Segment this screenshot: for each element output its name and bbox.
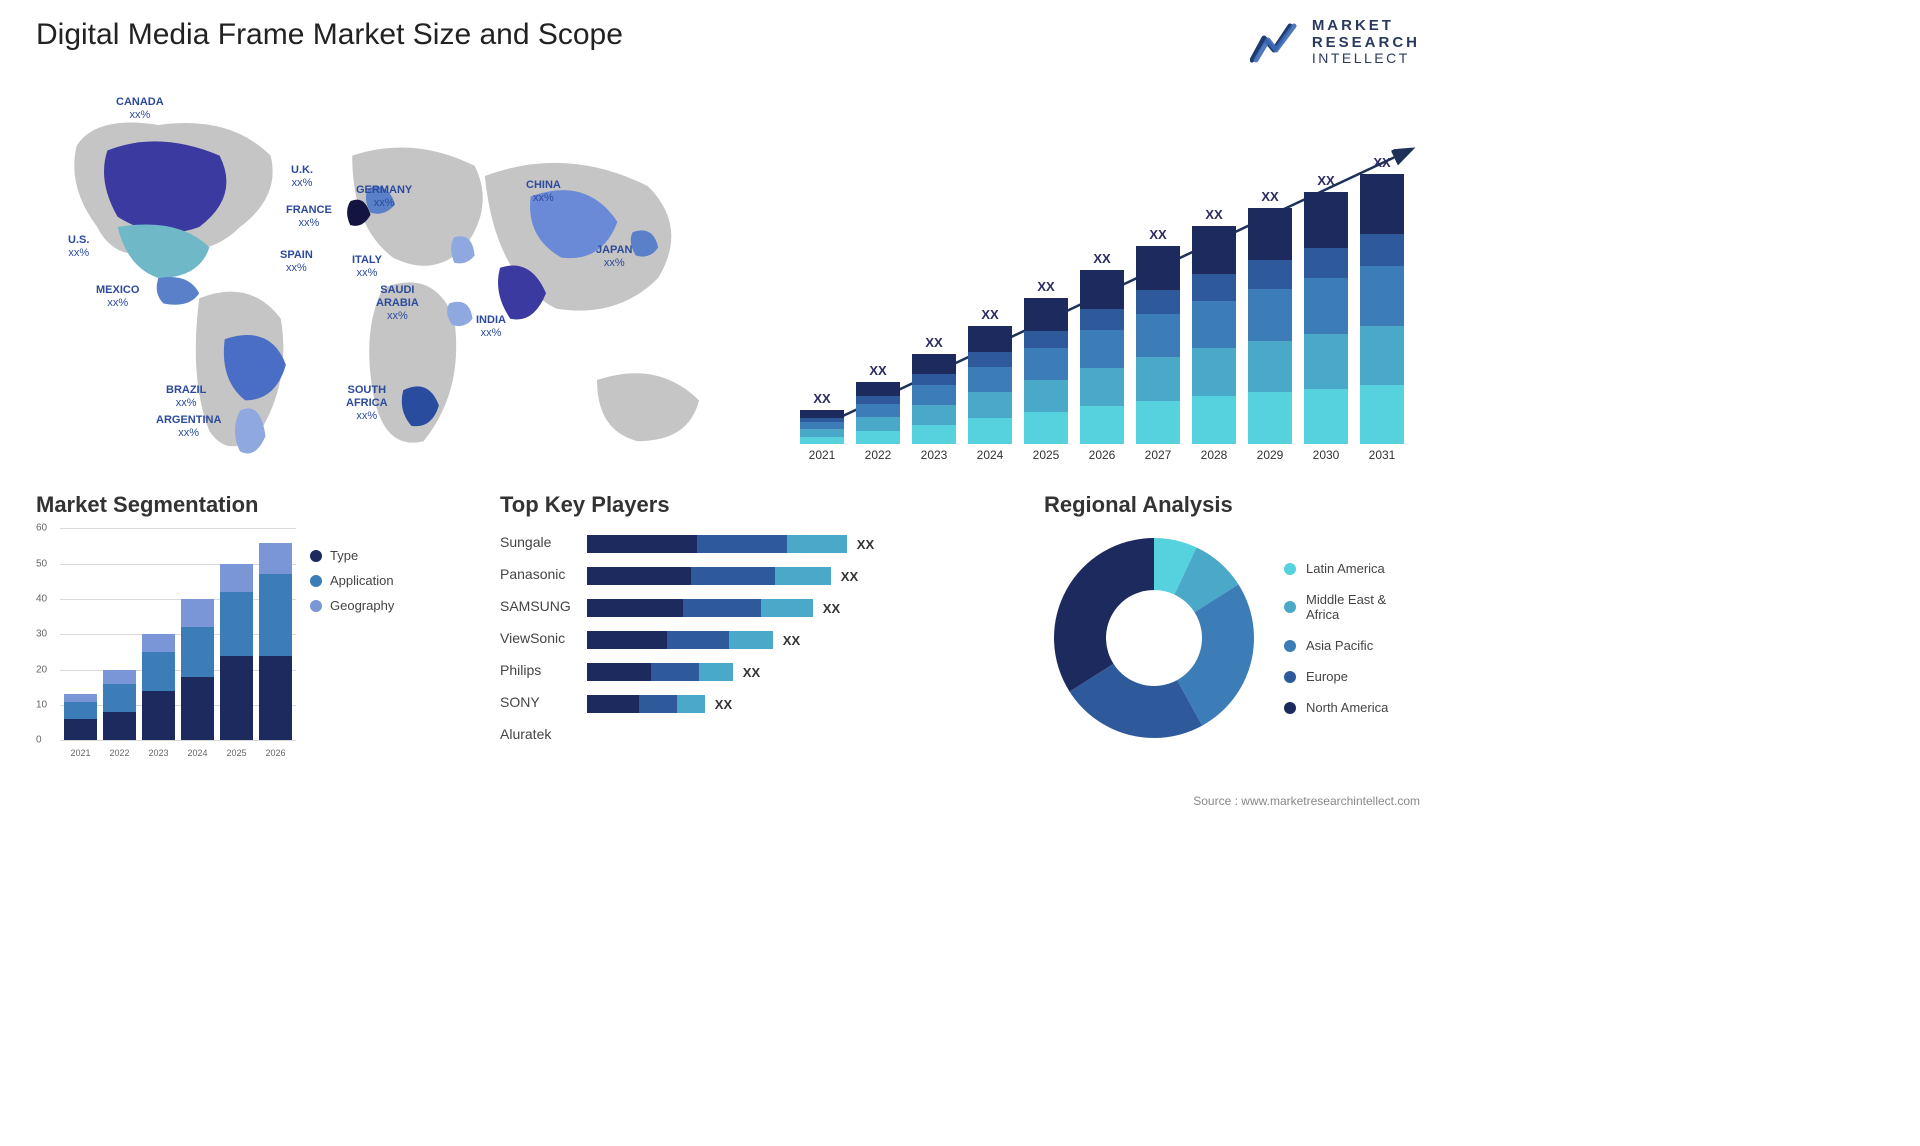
forecast-year-label: 2023 — [912, 448, 956, 462]
logo-line3: INTELLECT — [1312, 51, 1420, 66]
legend-item: Asia Pacific — [1284, 638, 1388, 653]
map-label: SOUTHAFRICAxx% — [346, 384, 388, 422]
forecast-year-label: 2026 — [1080, 448, 1124, 462]
player-name: Panasonic — [500, 566, 571, 586]
regional-panel: Regional Analysis Latin America Middle Ea… — [1044, 492, 1420, 758]
world-map-icon — [36, 74, 750, 482]
forecast-value-label: XX — [968, 307, 1012, 322]
player-name: Philips — [500, 662, 571, 682]
world-map-panel: CANADAxx% U.S.xx% MEXICOxx% BRAZILxx% ARGENT… — [36, 74, 750, 482]
segmentation-bar — [220, 564, 253, 741]
segmentation-bar — [181, 599, 214, 740]
forecast-bar — [1080, 270, 1124, 444]
map-label: U.K.xx% — [291, 164, 313, 189]
map-label: CANADAxx% — [116, 96, 164, 121]
map-label: CHINAxx% — [526, 179, 561, 204]
page-title: Digital Media Frame Market Size and Scop… — [36, 18, 623, 52]
map-label: SPAINxx% — [280, 249, 313, 274]
map-label: BRAZILxx% — [166, 384, 206, 409]
forecast-bar — [912, 354, 956, 444]
players-panel: Top Key Players Sungale Panasonic SAMSUNG V… — [500, 492, 1020, 758]
map-label: ITALYxx% — [352, 254, 382, 279]
donut-chart — [1044, 528, 1264, 748]
legend-item: Geography — [310, 598, 394, 613]
player-name: ViewSonic — [500, 630, 571, 650]
forecast-value-label: XX — [1024, 279, 1068, 294]
map-label: SAUDIARABIAxx% — [376, 284, 419, 322]
map-label: GERMANYxx% — [356, 184, 412, 209]
forecast-bar — [1248, 208, 1292, 444]
segmentation-title: Market Segmentation — [36, 492, 476, 518]
forecast-bar — [856, 382, 900, 444]
source-label: Source : www.marketresearchintellect.com — [1193, 794, 1420, 808]
segmentation-bar — [64, 694, 97, 740]
legend-item: Latin America — [1284, 561, 1388, 576]
forecast-year-label: 2027 — [1136, 448, 1180, 462]
logo-mark-icon — [1250, 20, 1302, 64]
regional-legend: Latin America Middle East &Africa Asia Pac… — [1284, 561, 1388, 715]
forecast-year-label: 2030 — [1304, 448, 1348, 462]
logo-line1: MARKET — [1312, 18, 1420, 35]
players-title: Top Key Players — [500, 492, 1020, 518]
players-bars: XX XX XX XX XX XX — [587, 528, 1020, 746]
player-bar-row: XX — [587, 630, 1020, 650]
legend-item: Middle East &Africa — [1284, 592, 1388, 622]
brand-logo: MARKET RESEARCH INTELLECT — [1250, 18, 1420, 66]
forecast-bar — [1192, 226, 1236, 444]
forecast-bar — [1136, 246, 1180, 444]
map-label: FRANCExx% — [286, 204, 332, 229]
forecast-bar — [968, 326, 1012, 444]
map-label: MEXICOxx% — [96, 284, 139, 309]
forecast-value-label: XX — [1080, 251, 1124, 266]
forecast-bar — [1304, 192, 1348, 444]
forecast-year-label: 2025 — [1024, 448, 1068, 462]
players-list: Sungale Panasonic SAMSUNG ViewSonic Philips S… — [500, 528, 571, 746]
forecast-year-label: 2031 — [1360, 448, 1404, 462]
segmentation-bar — [103, 670, 136, 741]
map-label: U.S.xx% — [68, 234, 89, 259]
map-label: INDIAxx% — [476, 314, 506, 339]
map-label: ARGENTINAxx% — [156, 414, 221, 439]
forecast-chart: 2021 XX 2022 XX 2023 XX 2024 XX 2025 XX 2026 XX 2027… — [770, 74, 1420, 482]
player-bar-row: XX — [587, 694, 1020, 714]
player-name: Sungale — [500, 534, 571, 554]
player-bar-row: XX — [587, 662, 1020, 682]
forecast-value-label: XX — [1360, 155, 1404, 170]
player-name: Aluratek — [500, 726, 571, 746]
legend-item: Europe — [1284, 669, 1388, 684]
donut-slice — [1054, 538, 1154, 692]
forecast-bar — [1360, 174, 1404, 444]
player-bar-row: XX — [587, 598, 1020, 618]
forecast-year-label: 2029 — [1248, 448, 1292, 462]
regional-title: Regional Analysis — [1044, 492, 1420, 518]
forecast-value-label: XX — [912, 335, 956, 350]
logo-line2: RESEARCH — [1312, 35, 1420, 52]
forecast-value-label: XX — [1304, 173, 1348, 188]
map-label: JAPANxx% — [596, 244, 632, 269]
legend-item: Application — [310, 573, 394, 588]
forecast-bar — [800, 410, 844, 444]
player-bar-row: XX — [587, 534, 1020, 554]
forecast-value-label: XX — [1248, 189, 1292, 204]
forecast-value-label: XX — [1192, 207, 1236, 222]
segmentation-chart: 202120222023202420252026 0102030405060 — [36, 528, 296, 758]
legend-item: Type — [310, 548, 394, 563]
forecast-value-label: XX — [1136, 227, 1180, 242]
legend-item: North America — [1284, 700, 1388, 715]
forecast-bar — [1024, 298, 1068, 444]
segmentation-bar — [259, 543, 292, 741]
player-name: SONY — [500, 694, 571, 714]
segmentation-bar — [142, 634, 175, 740]
forecast-value-label: XX — [800, 391, 844, 406]
forecast-year-label: 2028 — [1192, 448, 1236, 462]
player-bar-row: XX — [587, 566, 1020, 586]
forecast-year-label: 2024 — [968, 448, 1012, 462]
forecast-year-label: 2021 — [800, 448, 844, 462]
forecast-year-label: 2022 — [856, 448, 900, 462]
player-name: SAMSUNG — [500, 598, 571, 618]
forecast-value-label: XX — [856, 363, 900, 378]
segmentation-panel: Market Segmentation 20212022202320242025… — [36, 492, 476, 758]
segmentation-legend: Type Application Geography — [310, 528, 394, 758]
